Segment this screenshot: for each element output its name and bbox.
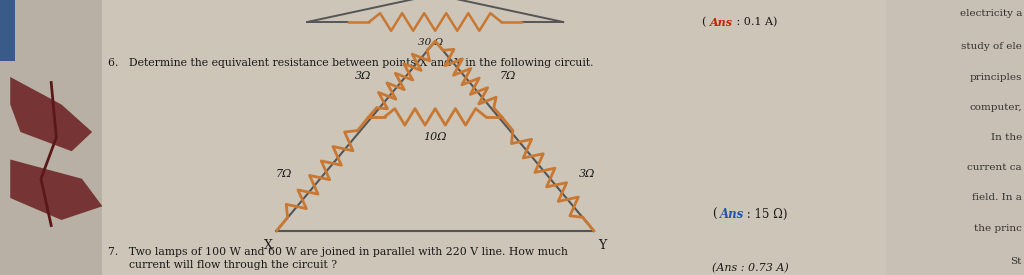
Text: study of ele: study of ele xyxy=(962,42,1022,51)
Text: computer,: computer, xyxy=(970,103,1022,112)
Polygon shape xyxy=(10,160,102,220)
Text: 7Ω: 7Ω xyxy=(275,169,292,179)
Text: the princ: the princ xyxy=(974,224,1022,233)
Text: field. In a: field. In a xyxy=(972,194,1022,202)
Text: 10Ω: 10Ω xyxy=(424,132,446,142)
Text: current will flow through the circuit ?: current will flow through the circuit ? xyxy=(108,260,337,270)
Text: 3Ω: 3Ω xyxy=(355,71,371,81)
Text: : 15 Ω): : 15 Ω) xyxy=(743,208,787,221)
Text: (Ans : 0.73 A): (Ans : 0.73 A) xyxy=(712,263,788,274)
FancyBboxPatch shape xyxy=(0,0,102,275)
Text: 7.   Two lamps of 100 W and 60 W are joined in parallel with 220 V line. How muc: 7. Two lamps of 100 W and 60 W are joine… xyxy=(108,247,567,257)
Text: Ans: Ans xyxy=(710,16,732,28)
Text: Y: Y xyxy=(598,239,606,252)
Text: : 0.1 A): : 0.1 A) xyxy=(733,17,777,27)
Text: principles: principles xyxy=(970,73,1022,81)
Text: 3Ω: 3Ω xyxy=(579,169,595,179)
Text: electricity a: electricity a xyxy=(959,9,1022,18)
Polygon shape xyxy=(10,77,92,151)
Text: (: ( xyxy=(712,208,717,221)
FancyBboxPatch shape xyxy=(886,0,1024,275)
Text: 30 Ω: 30 Ω xyxy=(418,39,442,48)
Text: St: St xyxy=(1011,257,1022,266)
FancyBboxPatch shape xyxy=(0,0,15,60)
Text: 6.   Determine the equivalent resistance between points X and Y in the following: 6. Determine the equivalent resistance b… xyxy=(108,58,593,68)
Text: current ca: current ca xyxy=(968,163,1022,172)
Text: (: ( xyxy=(701,17,706,27)
Text: X: X xyxy=(264,239,272,252)
Text: 7Ω: 7Ω xyxy=(500,71,515,81)
Text: Ans: Ans xyxy=(720,208,744,221)
Text: In the: In the xyxy=(990,133,1022,142)
